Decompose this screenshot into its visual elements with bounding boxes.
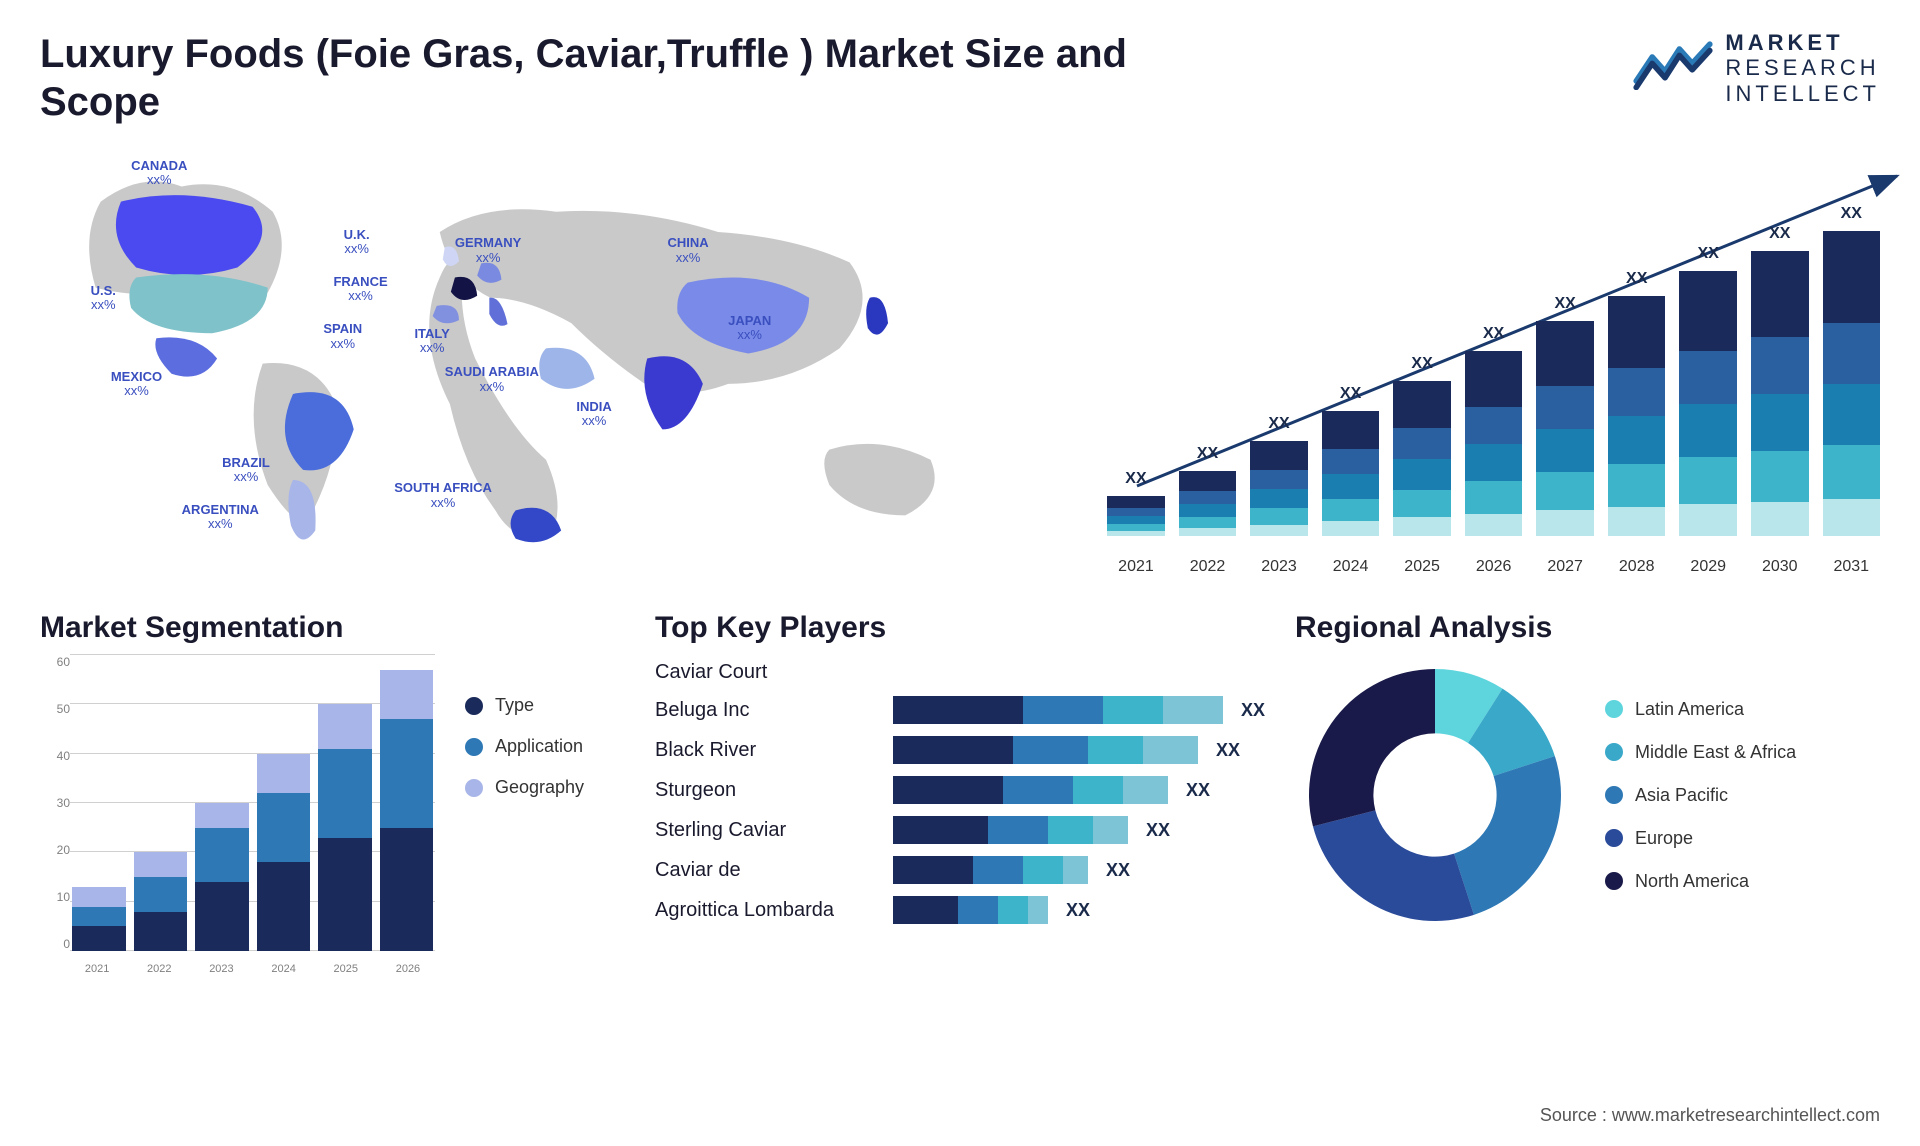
seg-bar-2023: [195, 803, 249, 951]
source-label: Source : www.marketresearchintellect.com: [1540, 1105, 1880, 1126]
logo-text: MARKET RESEARCH INTELLECT: [1725, 30, 1880, 106]
region-latin-america: Latin America: [1605, 699, 1796, 720]
regional-legend: Latin America Middle East & Africa Asia Pa…: [1605, 699, 1796, 892]
growth-bar-2024: XX: [1322, 411, 1380, 536]
map-label-u-s-: U.S.xx%: [91, 284, 116, 313]
map-label-japan: JAPANxx%: [728, 314, 771, 343]
regional-panel: Regional Analysis Latin America Middle Ea…: [1295, 611, 1880, 1031]
player-row: Caviar deXX: [655, 856, 1265, 884]
growth-bar-2028: XX: [1608, 296, 1666, 536]
map-label-italy: ITALYxx%: [414, 327, 449, 356]
world-map: CANADAxx% U.S.xx% MEXICOxx% BRAZILxx% ARGENT…: [40, 146, 1052, 576]
growth-bar-2029: XX: [1679, 271, 1737, 536]
region-asia-pacific: Asia Pacific: [1605, 785, 1796, 806]
segmentation-legend: Type Application Geography: [465, 655, 625, 798]
growth-bar-2025: XX: [1393, 381, 1451, 536]
region-north-america: North America: [1605, 871, 1796, 892]
segmentation-panel: Market Segmentation 6050403020100 202120…: [40, 611, 625, 1031]
map-label-germany: GERMANYxx%: [455, 236, 521, 265]
map-label-canada: CANADAxx%: [131, 159, 187, 188]
player-row: Sterling CaviarXX: [655, 816, 1265, 844]
growth-bar-2026: XX: [1465, 351, 1523, 536]
map-label-u-k-: U.K.xx%: [344, 228, 370, 257]
map-label-brazil: BRAZILxx%: [222, 456, 270, 485]
segmentation-title: Market Segmentation: [40, 611, 625, 645]
map-label-france: FRANCExx%: [333, 275, 387, 304]
map-label-mexico: MEXICOxx%: [111, 370, 162, 399]
segmentation-chart: 6050403020100 202120222023202420252026: [40, 655, 435, 975]
seg-bar-2026: [380, 670, 434, 951]
map-label-spain: SPAINxx%: [323, 322, 362, 351]
seg-bar-2021: [72, 887, 126, 951]
growth-bar-2023: XX: [1250, 441, 1308, 536]
players-title: Top Key Players: [655, 611, 1265, 645]
regional-title: Regional Analysis: [1295, 611, 1880, 645]
seg-bar-2025: [318, 704, 372, 951]
growth-bar-2027: XX: [1536, 321, 1594, 536]
logo: MARKET RESEARCH INTELLECT: [1633, 30, 1880, 106]
growth-bar-2022: XX: [1179, 471, 1237, 536]
seg-bar-2024: [257, 754, 311, 951]
legend-geography: Geography: [465, 777, 625, 798]
region-europe: Europe: [1605, 828, 1796, 849]
logo-mark-icon: [1633, 40, 1713, 95]
region-middle-east-africa: Middle East & Africa: [1605, 742, 1796, 763]
player-row: Beluga IncXX: [655, 696, 1265, 724]
player-row: SturgeonXX: [655, 776, 1265, 804]
player-row: Black RiverXX: [655, 736, 1265, 764]
player-row: Agroittica LombardaXX: [655, 896, 1265, 924]
map-label-argentina: ARGENTINAxx%: [182, 503, 259, 532]
map-label-india: INDIAxx%: [576, 400, 611, 429]
map-label-china: CHINAxx%: [667, 236, 708, 265]
map-label-saudi-arabia: SAUDI ARABIAxx%: [445, 365, 539, 394]
growth-bar-chart: XXXXXXXXXXXXXXXXXXXXXX 20212022202320242…: [1107, 146, 1880, 576]
player-row: Caviar Court: [655, 661, 1265, 684]
players-panel: Top Key Players Caviar Court Beluga IncXX…: [655, 611, 1265, 1031]
growth-bar-2021: XX: [1107, 496, 1165, 536]
page-title: Luxury Foods (Foie Gras, Caviar,Truffle …: [40, 30, 1140, 126]
legend-application: Application: [465, 736, 625, 757]
legend-type: Type: [465, 695, 625, 716]
regional-donut-chart: [1295, 655, 1575, 935]
growth-bar-2031: XX: [1823, 231, 1881, 536]
growth-bar-2030: XX: [1751, 251, 1809, 536]
seg-bar-2022: [134, 852, 188, 951]
map-label-south-africa: SOUTH AFRICAxx%: [394, 481, 492, 510]
